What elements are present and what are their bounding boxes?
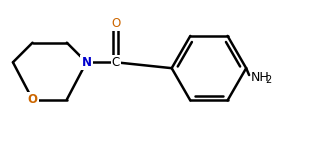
Text: NH: NH [251,71,270,84]
Text: N: N [81,56,91,69]
Text: O: O [28,93,38,106]
Text: C: C [112,56,120,69]
Text: O: O [111,17,121,30]
Text: 2: 2 [265,75,271,85]
